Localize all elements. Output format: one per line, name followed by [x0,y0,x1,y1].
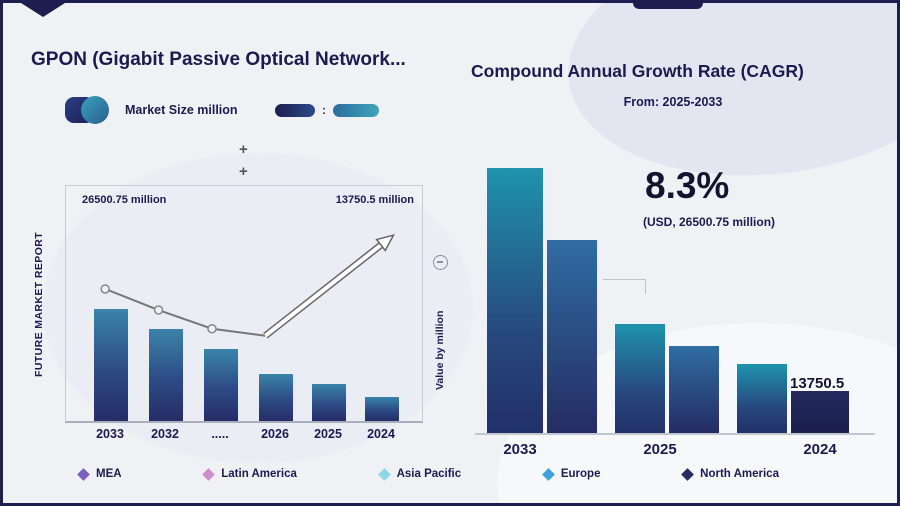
legend-item-latin-america: Latin America [202,467,297,481]
market-size-legend: Market Size million [65,95,238,125]
legend-item-europe: Europe [541,467,601,481]
plus-icon: + [239,141,248,158]
x-label-2032: 2032 [151,427,179,441]
right-bar-2025-series-b [669,346,719,433]
legend-diamond-icon [77,467,90,481]
icon-front-circle [81,96,109,124]
legend-label: North America [700,468,779,480]
annotation-2033-value: 26500.75 million [82,194,167,206]
right-bar-2024-series-a [737,364,787,433]
annotation-2024-value: 13750.5 million [335,194,414,206]
x-label-2033: 2033 [503,441,537,458]
pill-navy-icon [275,103,315,117]
legend-label: Asia Pacific [396,468,462,480]
left-bar-..... [204,349,238,421]
x-label-2025: 2025 [643,441,677,458]
market-size-legend-label: Market Size million [125,103,238,117]
right-bar-2025-series-a [615,324,665,433]
legend-diamond-icon [681,467,695,481]
left-bar-2033 [94,309,128,421]
decorative-bracket [603,279,646,294]
x-label-2033: 2033 [96,427,124,441]
cagr-period-subtitle: From: 2025-2033 [623,95,723,109]
market-size-icon [65,95,111,125]
legend-label: Europe [560,468,601,480]
legend-label: Latin America [221,468,297,480]
pill-separator: : [322,103,326,117]
legend-diamond-icon [541,467,555,481]
legend-item-asia-pacific: Asia Pacific [377,467,462,481]
left-bar-2024 [365,397,399,421]
value-callout-2024: 13750.5 [790,375,845,392]
value-axis-label: Value by million [434,310,446,390]
cagr-value: 8.3% [645,165,730,206]
x-label-2025: 2025 [314,427,342,441]
right-x-axis-labels: 2033 2025 2024 [475,441,875,461]
left-x-axis-labels: 2033 2032..... 2026 2025 2024 [65,427,423,445]
cagr-basis-note: (USD, 26500.75 million) [643,215,776,229]
right-bar-chart [475,151,875,435]
left-bar-2025 [312,384,346,421]
legend-label: MEA [96,468,122,480]
left-chart-title: GPON (Gigabit Passive Optical Network... [31,49,406,70]
left-bar-2032 [149,329,183,421]
top-border-accent [633,3,703,9]
left-bar-2026 [259,374,293,421]
legend-diamond-icon [202,467,216,481]
right-bar-2033-series-a [487,168,543,433]
right-chart-title: Compound Annual Growth Rate (CAGR) [471,61,804,81]
right-bar-2033-series-b [547,240,597,433]
legend-item-north-america: North America [681,467,779,481]
x-label-.....: ..... [211,427,229,441]
right-bar-2024-series-b [791,391,849,433]
x-label-2024: 2024 [367,427,395,441]
decorative-pills: : [275,103,379,117]
x-label-2024: 2024 [803,441,837,458]
legend-diamond-icon [377,467,391,481]
future-market-report-label: FUTURE MARKET REPORT [33,231,45,377]
corner-accent-icon [21,3,65,17]
plus-icon: + [239,163,248,180]
circle-minus-icon [433,255,448,270]
x-label-2026: 2026 [261,427,289,441]
pill-teal-icon [333,103,379,117]
region-legend: MEA Latin America Asia Pacific Europe North … [77,467,779,481]
left-bar-chart: 26500.75 million 13750.5 million [65,185,423,423]
legend-item-mea: MEA [77,467,122,481]
